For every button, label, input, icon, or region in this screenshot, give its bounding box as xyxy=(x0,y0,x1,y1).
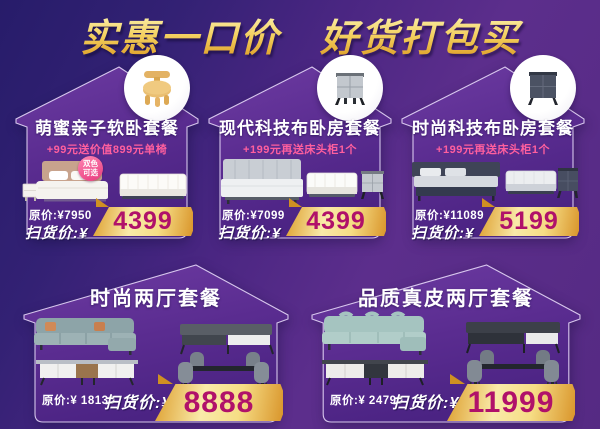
living-room-set-image xyxy=(322,311,560,391)
ribbon-fold xyxy=(482,198,495,207)
price-banner: 4399 xyxy=(93,207,193,236)
ribbon-fold xyxy=(450,374,465,384)
original-price: 原价:¥7950 xyxy=(29,210,92,222)
sofa-image xyxy=(324,316,424,334)
deal-price: 8888 xyxy=(183,385,255,419)
deal-price-label: 扫货价:¥ xyxy=(104,395,172,412)
deal-card-stylish-living[interactable]: 时尚两厅套餐 xyxy=(22,262,290,426)
ribbon-fold xyxy=(158,374,173,384)
card-title: 品质真皮两厅套餐 xyxy=(358,288,534,310)
sofa-image xyxy=(36,318,134,335)
card-title: 时尚科技布卧房套餐 xyxy=(412,119,574,138)
ribbon-fold xyxy=(96,198,109,207)
card-title: 萌蜜亲子软卧套餐 xyxy=(35,119,179,138)
price-banner: 5199 xyxy=(479,207,579,236)
deal-price: 11999 xyxy=(467,385,555,419)
deal-card-cozy-bedroom[interactable]: 萌蜜亲子软卧套餐 +99元送价值899元单椅 双色 可选 原价:¥7950 扫货价… xyxy=(14,55,200,242)
original-price: 原价:¥ 24790 xyxy=(330,395,404,407)
deal-card-modern-bedroom[interactable]: 现代科技布卧房套餐 +199元再送床头柜1个 原价:¥7099 扫货价:¥ 43… xyxy=(207,55,393,242)
card-subtitle: +199元再送床头柜1个 xyxy=(243,144,357,156)
original-price: 原价:¥11089 xyxy=(415,210,485,222)
deal-price: 4399 xyxy=(306,207,366,235)
nightstand-image xyxy=(558,168,578,171)
bedroom-set-image xyxy=(412,162,578,201)
nightstand-light-icon xyxy=(335,73,365,105)
price-banner: 11999 xyxy=(447,384,575,421)
nightstand-dark-icon xyxy=(528,72,558,105)
stool-icon xyxy=(143,71,171,107)
deal-price-label: 扫货价:¥ xyxy=(25,225,89,242)
deal-price-label: 扫货价:¥ xyxy=(392,395,460,412)
bed-image xyxy=(223,159,301,181)
original-price: 原价:¥7099 xyxy=(222,210,285,222)
coffee-table-image xyxy=(466,322,560,333)
card-subtitle: +99元送价值899元单椅 xyxy=(46,144,168,156)
product-icon-circle xyxy=(124,55,190,121)
living-room-set-image xyxy=(34,318,274,391)
deal-price: 4399 xyxy=(113,207,173,235)
color-option-badge: 双色 可选 xyxy=(78,156,103,181)
ribbon-fold xyxy=(289,198,302,207)
card-subtitle: +199元再送床头柜1个 xyxy=(436,144,550,156)
dining-set-image xyxy=(467,350,559,391)
product-icon-circle xyxy=(510,55,576,121)
tv-stand-image xyxy=(322,360,428,364)
price-banner: 4399 xyxy=(286,207,386,236)
card-title: 时尚两厅套餐 xyxy=(90,288,222,310)
coffee-table-image xyxy=(180,324,272,335)
poster-title: 实惠一口价 好货打包买 xyxy=(0,7,600,62)
deal-price: 5199 xyxy=(499,207,559,235)
deal-price-label: 扫货价:¥ xyxy=(411,225,475,242)
price-banner: 8888 xyxy=(155,384,283,421)
deal-price-label: 扫货价:¥ xyxy=(218,225,282,242)
original-price: 原价:¥ 18130 xyxy=(42,395,116,407)
product-icon-circle xyxy=(317,55,383,121)
card-title: 现代科技布卧房套餐 xyxy=(219,119,381,138)
deal-card-leather-living[interactable]: 品质真皮两厅套餐 xyxy=(310,262,582,426)
tv-stand-image xyxy=(36,360,138,364)
deal-card-stylish-bedroom[interactable]: 时尚科技布卧房套餐 +199元再送床头柜1个 原价:¥11089 扫货价:¥ 5… xyxy=(400,55,586,242)
nightstand-image xyxy=(361,171,384,174)
